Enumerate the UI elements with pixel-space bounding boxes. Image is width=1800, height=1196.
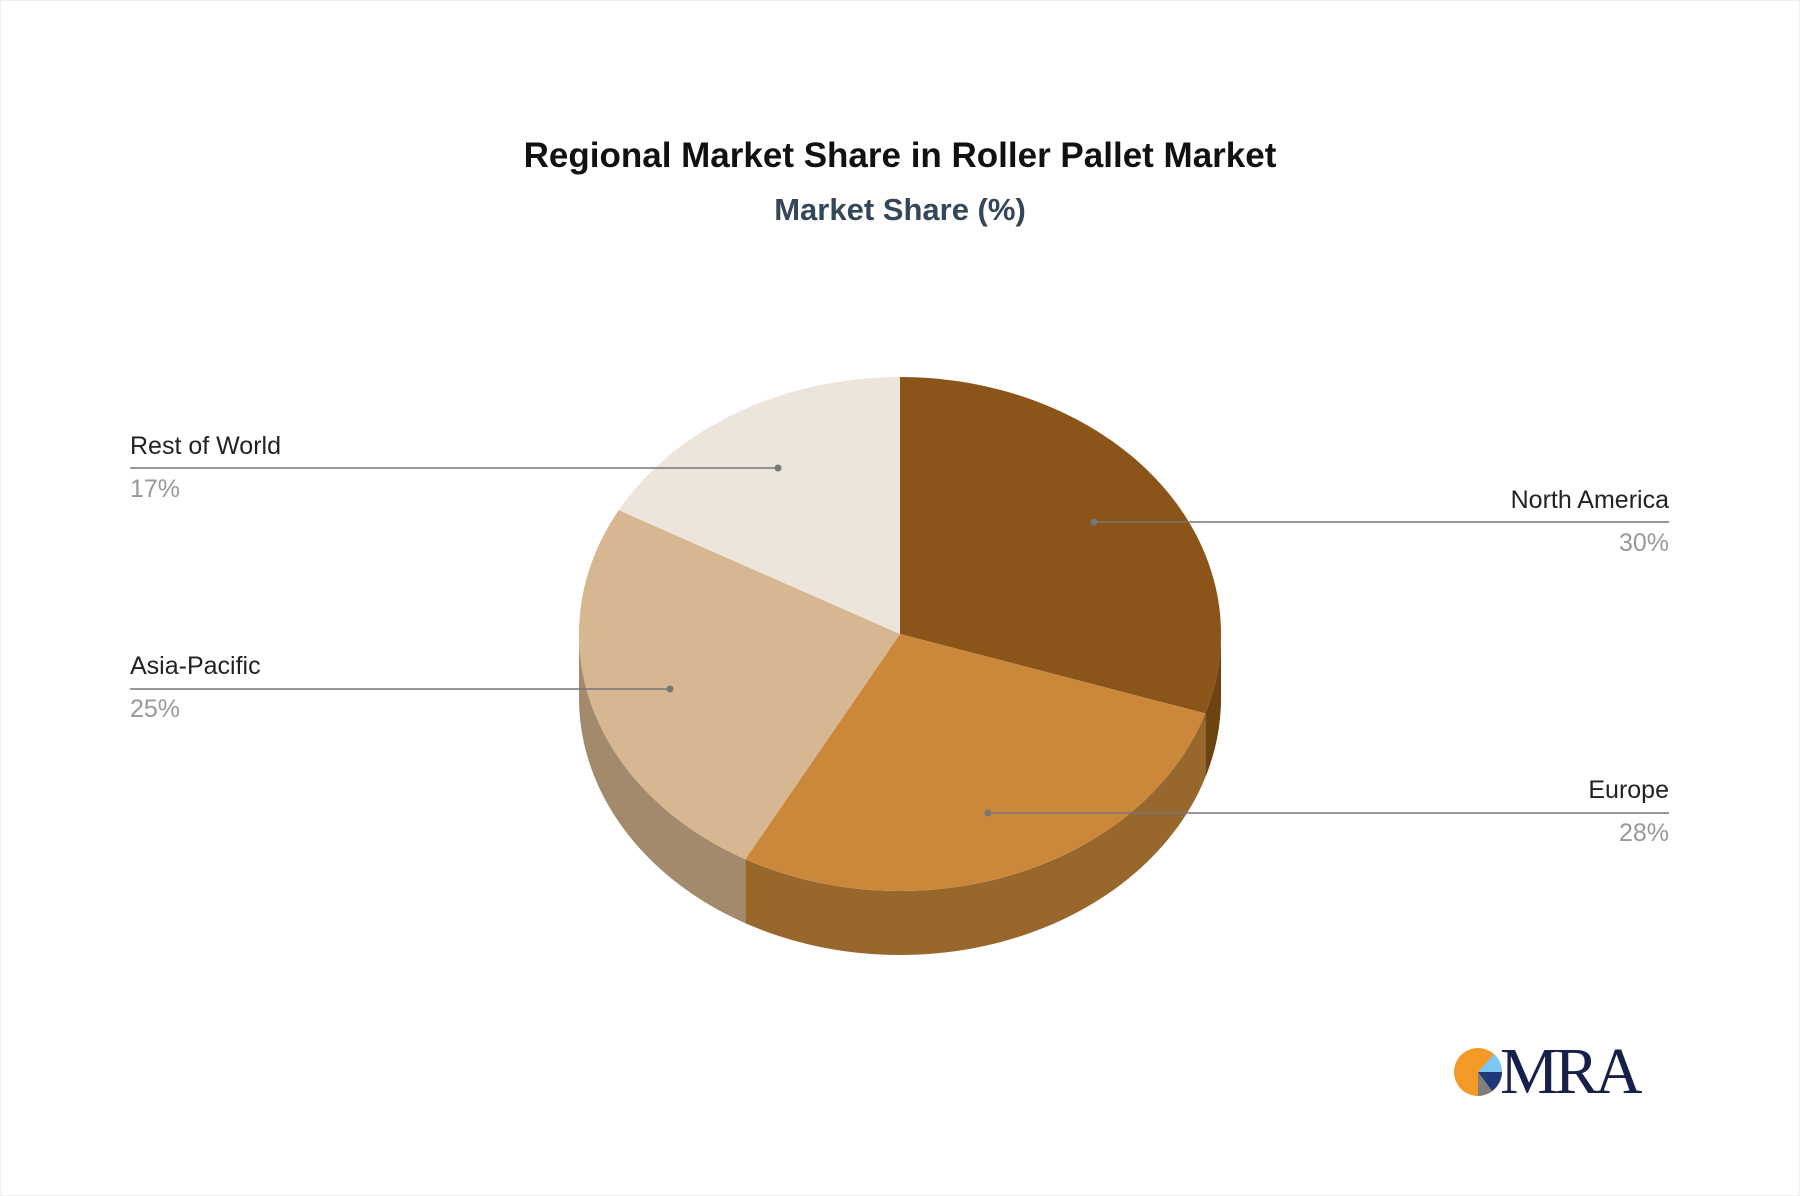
- pie-slice-rest-of-world: [618, 377, 900, 634]
- chart-subtitle: Market Share (%): [774, 192, 1026, 227]
- pie-side-europe: [745, 713, 1206, 955]
- logo-text: MRA: [1500, 1035, 1642, 1108]
- leader-dot-rest-of-world: [774, 464, 782, 472]
- pie-side-asia-pacific: [579, 634, 746, 924]
- value-rest-of-world: 17%: [130, 475, 181, 503]
- label-asia-pacific: Asia-Pacific: [130, 652, 261, 680]
- pie-side-north-america: [1205, 634, 1221, 778]
- leader-dot-asia-pacific: [666, 685, 674, 693]
- pie-slice-europe: [745, 634, 1206, 891]
- value-asia-pacific: 25%: [130, 695, 181, 723]
- pie-slice-north-america: [900, 377, 1221, 714]
- value-europe: 28%: [1618, 819, 1669, 847]
- leader-dot-europe: [984, 809, 992, 817]
- label-north-america: North America: [1510, 486, 1669, 514]
- mra-logo: MRA: [1450, 1035, 1650, 1108]
- label-rest-of-world: Rest of World: [130, 432, 281, 460]
- value-north-america: 30%: [1618, 529, 1669, 557]
- chart-title: Regional Market Share in Roller Pallet M…: [523, 136, 1277, 175]
- leader-dot-north-america: [1090, 518, 1098, 526]
- pie-slice-asia-pacific: [579, 510, 900, 860]
- label-europe: Europe: [1588, 776, 1669, 804]
